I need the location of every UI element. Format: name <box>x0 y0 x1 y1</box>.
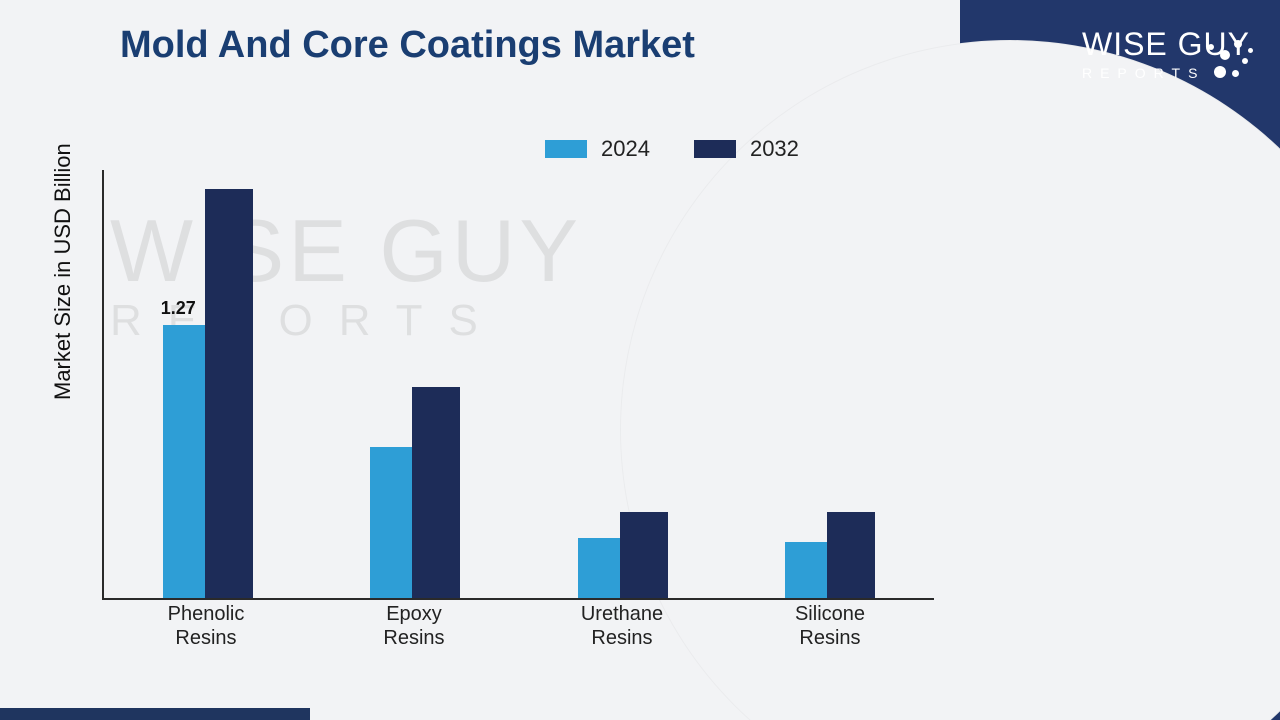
legend-item-2032: 2032 <box>694 136 799 162</box>
x-axis-label: PhenolicResins <box>102 602 310 650</box>
bar <box>578 538 626 598</box>
bar <box>412 387 460 598</box>
brand-word-1: WISE <box>1082 26 1168 62</box>
legend-swatch-2032 <box>694 140 736 158</box>
bar-groups: 1.27 <box>104 170 934 598</box>
bar <box>620 512 668 598</box>
bar <box>163 325 211 598</box>
bar <box>827 512 875 598</box>
legend-item-2024: 2024 <box>545 136 650 162</box>
bar-group <box>727 170 935 598</box>
x-axis-label: UrethaneResins <box>518 602 726 650</box>
bar <box>785 542 833 598</box>
y-axis-label: Market Size in USD Billion <box>50 143 76 400</box>
chart: Market Size in USD Billion 1.27 Phenolic… <box>94 170 934 630</box>
bar-group <box>519 170 727 598</box>
bar-pair <box>370 387 460 598</box>
legend-swatch-2024 <box>545 140 587 158</box>
plot-area: 1.27 <box>102 170 934 600</box>
chart-title: Mold And Core Coatings Market <box>120 24 695 67</box>
bar-pair <box>163 189 253 598</box>
bar-group <box>312 170 520 598</box>
bar <box>205 189 253 598</box>
x-axis-labels: PhenolicResinsEpoxyResinsUrethaneResinsS… <box>102 602 934 650</box>
bar-pair <box>578 512 668 598</box>
bar <box>370 447 418 598</box>
legend-label-2024: 2024 <box>601 136 650 162</box>
page: WISE GUY REPORTS Mold And Core Coatings … <box>0 0 1280 720</box>
legend-label-2032: 2032 <box>750 136 799 162</box>
legend: 2024 2032 <box>545 136 799 162</box>
bar-value-label: 1.27 <box>161 298 196 319</box>
x-axis-label: EpoxyResins <box>310 602 518 650</box>
brand-dots-icon <box>1204 40 1264 100</box>
x-axis-label: SiliconeResins <box>726 602 934 650</box>
bar-pair <box>785 512 875 598</box>
bar-group: 1.27 <box>104 170 312 598</box>
footer-accent-bar <box>0 708 310 720</box>
